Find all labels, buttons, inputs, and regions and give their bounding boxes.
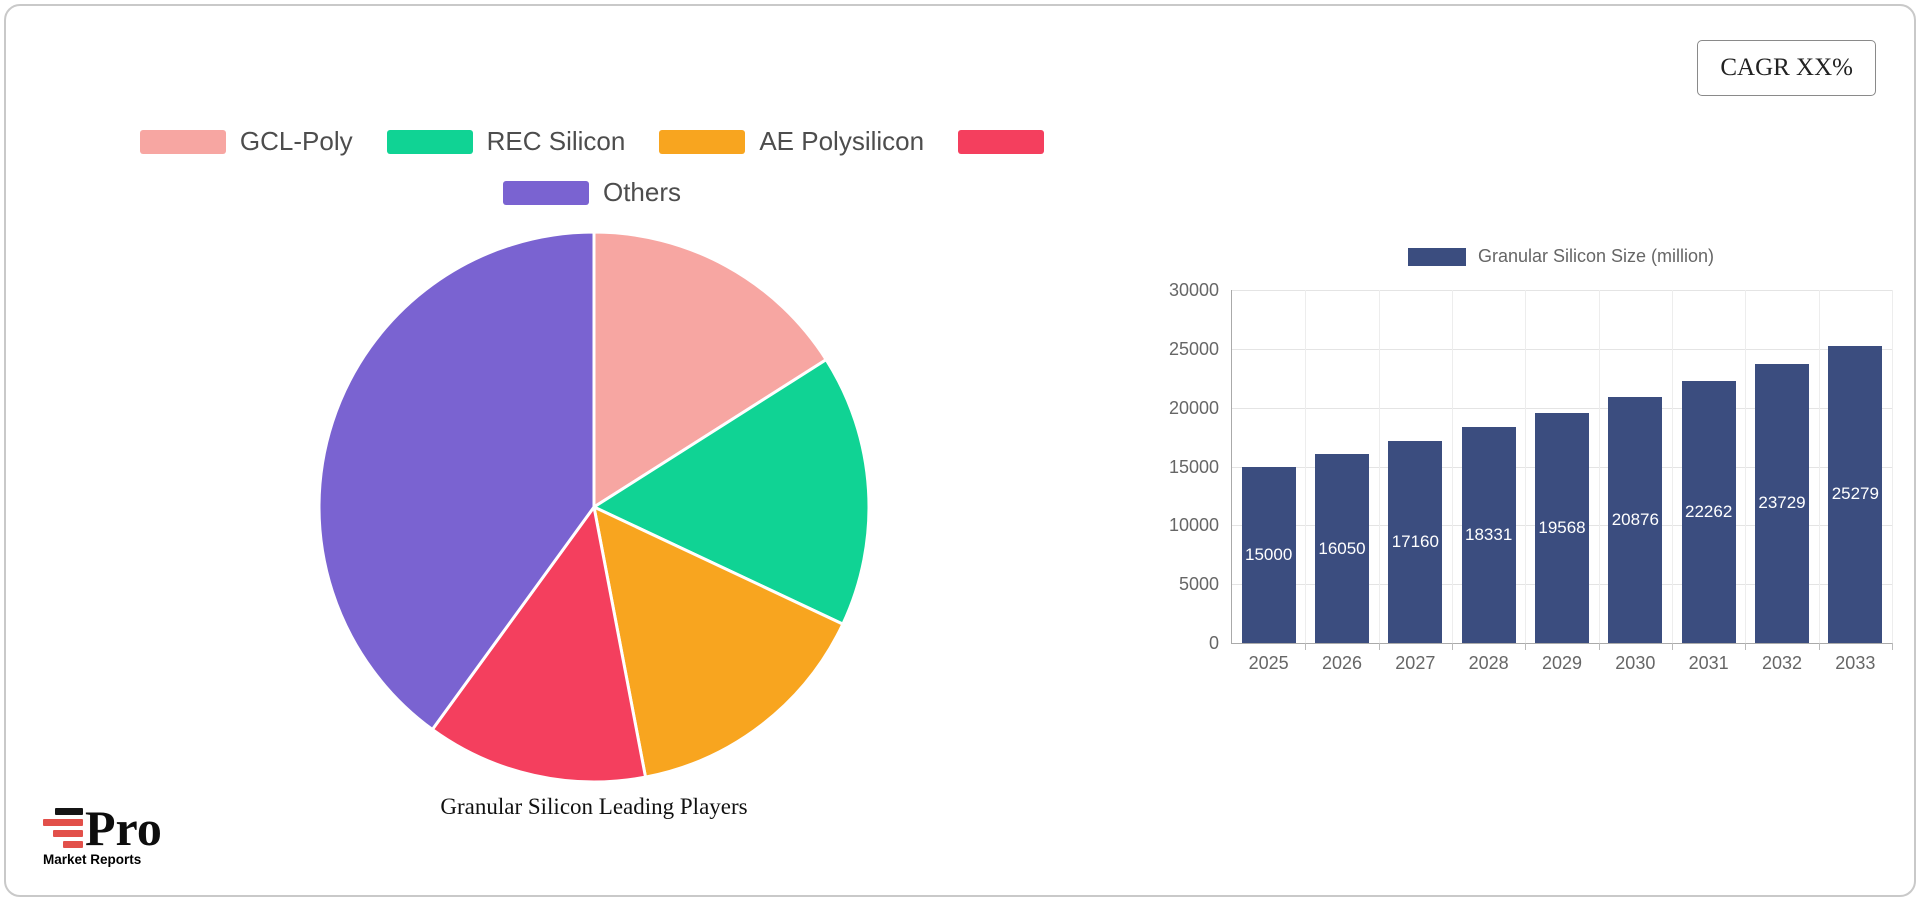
gridline-vertical [1818,290,1820,643]
x-axis-tick [1598,643,1600,650]
pie-chart [317,230,871,784]
pie-chart-title: Granular Silicon Leading Players [440,794,748,819]
logo-stripes-icon [43,808,83,848]
y-axis-tick-label: 0 [1208,633,1219,653]
y-axis-tick-label: 15000 [1168,456,1219,477]
y-axis-tick-label: 25000 [1168,338,1219,359]
pie-legend-item-others[interactable]: Others [502,177,682,208]
bar-2026[interactable]: 16050 [1315,454,1369,643]
bar-chart-plot-area: 0 5000 10000 15000 20000 25000 30000 15000 2025 1… [1169,280,1893,673]
gridline-horizontal [1232,407,1892,409]
bar-value-label: 25279 [1831,484,1879,504]
x-axis-tick-label: 2029 [1541,653,1583,673]
x-axis-tick-label: 2028 [1468,653,1509,673]
bar-value-label: 20876 [1611,510,1659,530]
y-axis-tick-label: 30000 [1168,280,1219,300]
bar-2032[interactable]: 23729 [1755,363,1809,643]
bar-value-label: 15000 [1245,544,1293,564]
bar-value-label: 23729 [1758,493,1806,513]
pie-legend-item-gcl-poly[interactable]: GCL-Poly [139,126,353,157]
legend-label: GCL-Poly [239,126,353,156]
cagr-label: CAGR XX% [1720,54,1853,81]
legend-swatch [386,129,473,154]
bar-2025[interactable]: 15000 [1241,466,1296,643]
gridline-vertical [1892,290,1893,643]
x-axis-tick [1305,643,1307,650]
logo-title: Pro [85,800,162,856]
bar-legend[interactable]: Granular Silicon Size (million) [1231,246,1891,267]
gridline-vertical [1452,290,1453,643]
legend-label: AE Polysilicon [759,126,925,156]
legend-swatch [958,129,1045,154]
gridline-vertical [1305,290,1307,643]
bar-2029[interactable]: 19568 [1535,412,1589,643]
bar-2033[interactable]: 25279 [1828,345,1883,643]
legend-swatch [139,129,226,154]
gridline-horizontal [1232,348,1892,350]
x-axis-tick-label: 2031 [1688,653,1729,673]
y-axis-tick-label: 20000 [1168,397,1219,418]
x-axis-tick [1452,643,1453,650]
bar-legend-label: Granular Silicon Size (million) [1477,246,1715,266]
x-axis-tick [1745,643,1747,650]
bar-value-label: 22262 [1685,502,1733,522]
cagr-badge: CAGR XX% [1697,40,1876,96]
pie-legend: GCL-Poly REC Silicon AE Polysilicon Others [110,126,1074,208]
report-canvas: CAGR XX% GCL-Poly REC Silicon AE Polysilic… [4,4,1916,897]
x-axis-tick [1525,643,1527,650]
legend-swatch [502,180,589,205]
bar-value-label: 19568 [1538,517,1586,537]
x-axis-tick [1818,643,1820,650]
bar-2028[interactable]: 18331 [1461,427,1516,643]
bar-2031[interactable]: 22262 [1681,381,1736,643]
bar-2030[interactable]: 20876 [1608,397,1663,643]
pie-legend-item-unnamed[interactable] [958,129,1045,154]
x-axis-tick [1378,643,1380,650]
gridline-vertical [1745,290,1747,643]
pie-slice-gcl-poly[interactable] [592,230,828,509]
bar-value-label: 16050 [1318,538,1366,558]
legend-swatch [659,129,746,154]
gridline-vertical [1598,290,1600,643]
gridline-vertical [1378,290,1380,643]
pie-slice-unnamed[interactable] [430,505,648,784]
pro-market-reports-logo: Pro Market Reports [43,800,162,867]
x-axis-tick-label: 2026 [1321,653,1363,673]
pie-slice-ae-polysilicon[interactable] [592,505,845,779]
bar-legend-swatch [1407,247,1466,266]
gridline-vertical [1672,290,1673,643]
pie-slice-others[interactable] [317,230,596,731]
x-axis-tick-label: 2033 [1835,653,1876,673]
gridline-horizontal [1232,290,1892,291]
bar-value-label: 17160 [1391,532,1439,552]
legend-label: REC Silicon [486,126,626,156]
x-axis-tick [1892,643,1893,650]
x-axis-tick-label: 2032 [1761,653,1803,673]
gridline-vertical [1525,290,1527,643]
x-axis-tick-label: 2027 [1395,653,1436,673]
bar-2027[interactable]: 17160 [1388,441,1443,643]
y-axis-tick-label: 10000 [1168,515,1219,536]
pie-legend-item-rec-silicon[interactable]: REC Silicon [386,126,626,157]
pie-slice-rec-silicon[interactable] [592,358,871,626]
legend-label: Others [602,177,682,207]
x-axis-tick [1672,643,1673,650]
y-axis-tick-label: 5000 [1178,574,1219,595]
logo-subtitle: Market Reports [43,852,142,867]
bar-value-label: 18331 [1465,525,1513,545]
x-axis-tick-label: 2030 [1615,653,1656,673]
x-axis-tick-label: 2025 [1248,653,1289,673]
pie-legend-item-ae-polysilicon[interactable]: AE Polysilicon [659,126,924,157]
